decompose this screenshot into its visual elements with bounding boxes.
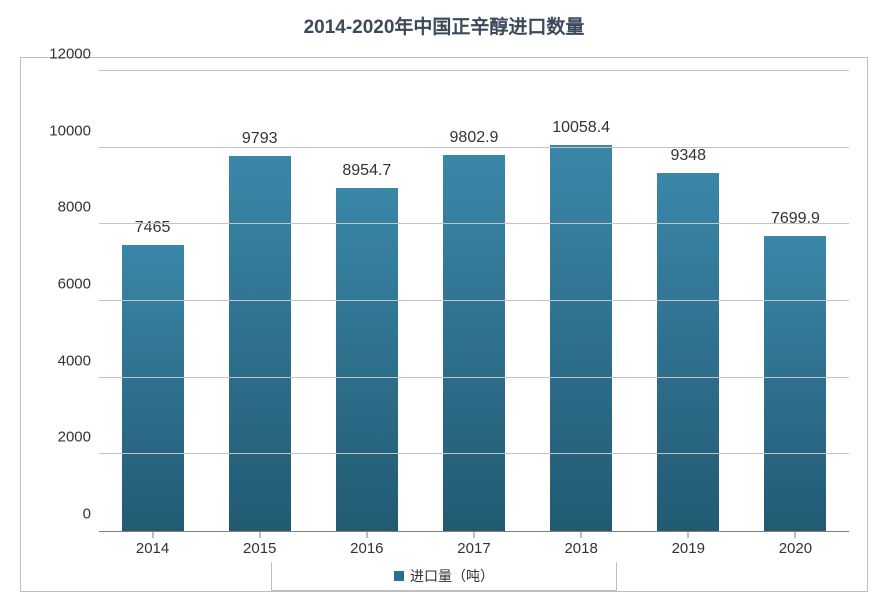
grid-line bbox=[99, 453, 849, 454]
bar-slot: 9793 bbox=[206, 72, 313, 531]
chart-container: 746597938954.79802.910058.493487699.9 02… bbox=[20, 57, 868, 592]
plot-area: 746597938954.79802.910058.493487699.9 02… bbox=[99, 72, 849, 532]
bar-value-label: 10058.4 bbox=[552, 119, 610, 137]
x-tick: 2018 bbox=[528, 532, 635, 562]
bar-slot: 10058.4 bbox=[528, 72, 635, 531]
grid-line bbox=[99, 377, 849, 378]
bar-slot: 8954.7 bbox=[313, 72, 420, 531]
grid-line bbox=[99, 147, 849, 148]
bars-group: 7465 9793 8954.7 9802.9 10058.4 9348 7699.9 bbox=[99, 72, 849, 531]
x-tick: 2014 bbox=[99, 532, 206, 562]
bar: 9793 bbox=[229, 156, 291, 531]
x-tick: 2015 bbox=[206, 532, 313, 562]
grid-line bbox=[99, 70, 849, 71]
legend-label: 进口量（吨） bbox=[410, 566, 494, 586]
bar-slot: 9348 bbox=[635, 72, 742, 531]
x-tick: 2020 bbox=[742, 532, 849, 562]
x-tick-label: 2014 bbox=[136, 540, 169, 557]
y-tick-label: 4000 bbox=[39, 352, 91, 369]
y-tick-label: 10000 bbox=[39, 122, 91, 139]
bar-value-label: 9802.9 bbox=[450, 129, 499, 147]
x-tick: 2016 bbox=[313, 532, 420, 562]
bar-slot: 7465 bbox=[99, 72, 206, 531]
y-tick-label: 6000 bbox=[39, 276, 91, 293]
bar-value-label: 9348 bbox=[670, 147, 706, 165]
legend-swatch bbox=[394, 571, 404, 581]
bar-value-label: 7465 bbox=[135, 219, 171, 237]
y-tick-label: 12000 bbox=[39, 46, 91, 63]
grid-line bbox=[99, 300, 849, 301]
bar-slot: 7699.9 bbox=[742, 72, 849, 531]
x-tick-label: 2018 bbox=[564, 540, 597, 557]
bar-slot: 9802.9 bbox=[420, 72, 527, 531]
legend: 进口量（吨） bbox=[271, 562, 617, 591]
x-tick: 2019 bbox=[635, 532, 742, 562]
bar: 9348 bbox=[657, 173, 719, 531]
bar-value-label: 7699.9 bbox=[771, 210, 820, 228]
bar-value-label: 8954.7 bbox=[342, 162, 391, 180]
bar-value-label: 9793 bbox=[242, 130, 278, 148]
x-tick-label: 2016 bbox=[350, 540, 383, 557]
bar: 9802.9 bbox=[443, 155, 505, 531]
x-axis: 2014 2015 2016 2017 2018 2019 2020 bbox=[99, 532, 849, 562]
x-tick-label: 2015 bbox=[243, 540, 276, 557]
bar: 7699.9 bbox=[764, 236, 826, 531]
x-tick-label: 2019 bbox=[672, 540, 705, 557]
x-tick: 2017 bbox=[420, 532, 527, 562]
y-tick-label: 8000 bbox=[39, 199, 91, 216]
y-tick-label: 2000 bbox=[39, 429, 91, 446]
chart-title: 2014-2020年中国正辛醇进口数量 bbox=[0, 0, 888, 57]
y-tick-label: 0 bbox=[39, 506, 91, 523]
bar: 8954.7 bbox=[336, 188, 398, 531]
x-tick-label: 2017 bbox=[457, 540, 490, 557]
x-tick-label: 2020 bbox=[779, 540, 812, 557]
bar: 7465 bbox=[122, 245, 184, 531]
grid-line bbox=[99, 223, 849, 224]
bar: 10058.4 bbox=[550, 145, 612, 531]
